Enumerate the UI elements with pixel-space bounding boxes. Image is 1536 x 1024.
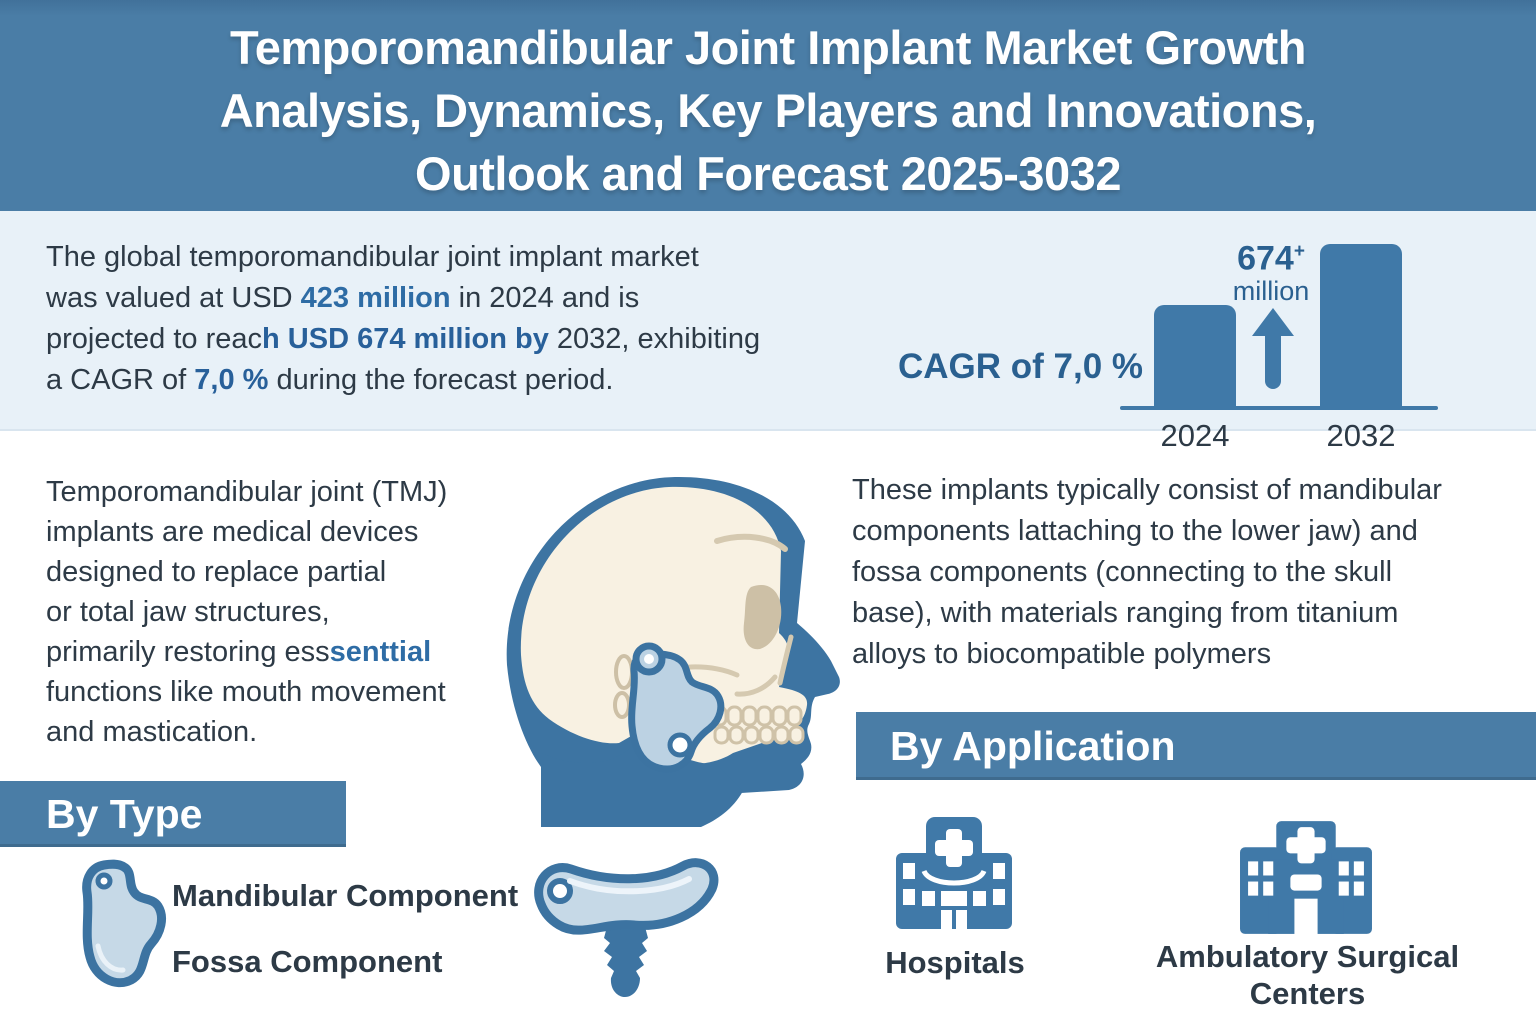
tmj-implant-icon: [628, 642, 725, 773]
by-type-title: By Type: [46, 791, 203, 837]
bar-2032: [1320, 244, 1402, 407]
by-type-banner: By Type: [0, 781, 346, 847]
by-application-title: By Application: [890, 723, 1176, 769]
fossa-component-icon: [534, 858, 719, 997]
header-banner: Temporomandibular Joint Implant Market G…: [0, 0, 1536, 211]
growth-arrow-icon: [1252, 308, 1294, 389]
teeth: [711, 705, 805, 745]
skull-profile-illustration: [506, 476, 840, 827]
implant-components-text: These implants typically consist of mand…: [852, 474, 1442, 670]
app-label-ambulatory: Ambulatory Surgical Centers: [1155, 939, 1460, 1011]
projected-value-label: 674+ million: [1206, 234, 1336, 306]
type-label-fossa: Fossa Component: [172, 944, 443, 979]
page-title: Temporomandibular Joint Implant Market G…: [219, 21, 1317, 200]
value-674: 674+: [1237, 239, 1305, 278]
bar-2024: [1154, 305, 1236, 407]
ambulatory-center-icon: [1240, 821, 1372, 935]
mandibular-component-icon: [82, 859, 166, 988]
cagr-label: CAGR of 7,0 %: [898, 347, 1144, 386]
market-growth-bar-chart: 2024 2032: [1120, 240, 1438, 455]
bar-year-label: 2024: [1160, 418, 1230, 453]
type-label-mandibular: Mandibular Component: [172, 878, 519, 913]
by-application-banner: By Application: [856, 712, 1536, 780]
value-unit: million: [1232, 276, 1310, 307]
hospital-building-icon: [896, 817, 1012, 930]
chart-axis-line: [1120, 406, 1438, 410]
bar-year-label: 2032: [1326, 418, 1396, 453]
tmj-description-text: Temporomandibular joint (TMJ) implants ar…: [46, 476, 448, 748]
market-summary-text: The global temporomandibular joint impla…: [46, 241, 761, 396]
app-label-hospitals: Hospitals: [885, 945, 1025, 980]
